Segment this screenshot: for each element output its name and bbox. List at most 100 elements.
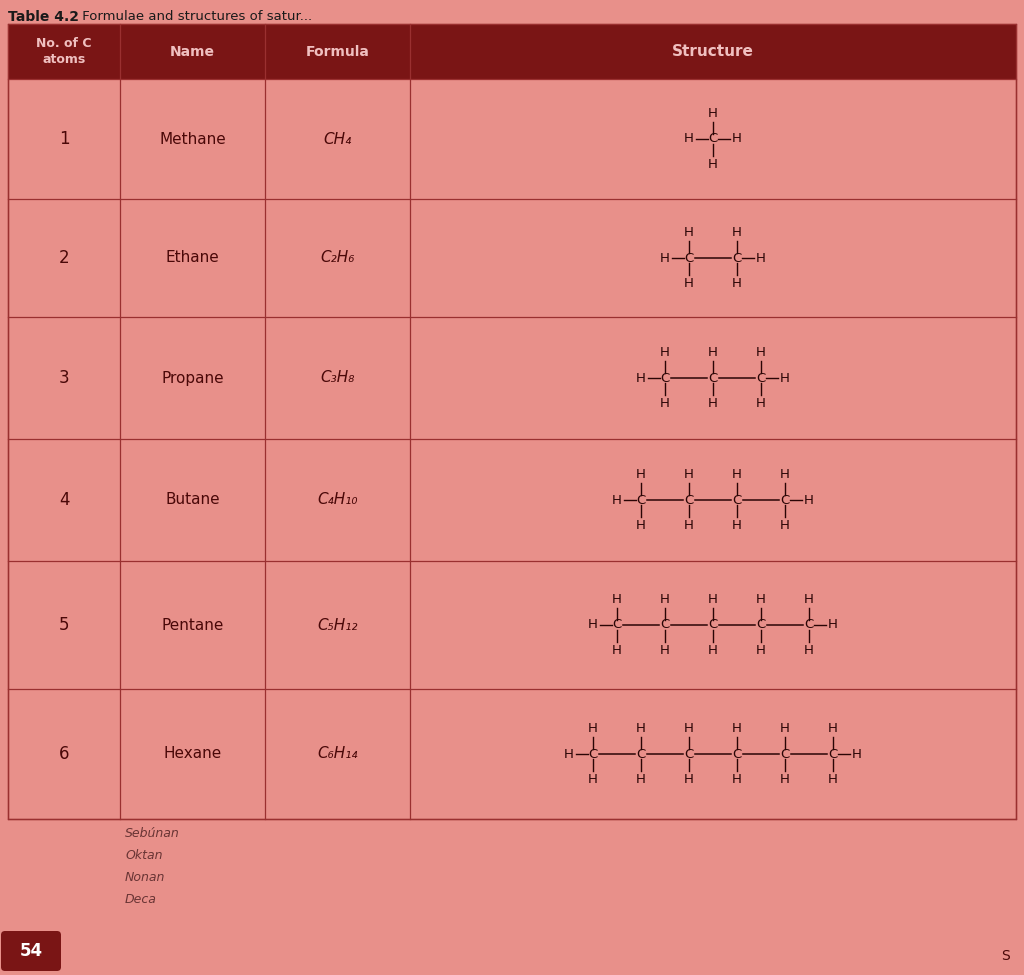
- Bar: [410, 24, 1016, 79]
- Text: H: H: [684, 133, 694, 145]
- Text: H: H: [684, 722, 694, 735]
- Text: Ethane: Ethane: [166, 251, 219, 265]
- Text: H: H: [636, 468, 646, 481]
- Text: Nonan: Nonan: [125, 871, 165, 884]
- FancyBboxPatch shape: [1, 931, 61, 971]
- Text: H: H: [708, 397, 718, 410]
- Text: H: H: [732, 226, 742, 239]
- Text: 4: 4: [58, 491, 70, 509]
- Text: C: C: [732, 748, 741, 760]
- Text: H: H: [756, 346, 766, 359]
- Text: C: C: [709, 371, 718, 384]
- Text: C₆H₁₄: C₆H₁₄: [317, 747, 357, 761]
- Text: 3: 3: [58, 369, 70, 387]
- Text: H: H: [708, 107, 718, 120]
- Text: No. of C
atoms: No. of C atoms: [36, 37, 92, 66]
- Text: Name: Name: [170, 45, 215, 58]
- Text: H: H: [684, 519, 694, 532]
- Text: H: H: [660, 593, 670, 606]
- Text: C: C: [780, 493, 790, 506]
- Text: H: H: [708, 158, 718, 171]
- Text: C: C: [660, 618, 670, 632]
- Bar: [265, 24, 410, 79]
- Text: H: H: [732, 773, 742, 786]
- Text: 2: 2: [58, 249, 70, 267]
- Text: Hexane: Hexane: [164, 747, 221, 761]
- Text: H: H: [588, 722, 598, 735]
- Text: H: H: [708, 644, 718, 657]
- Text: Deca: Deca: [125, 893, 157, 906]
- Text: C: C: [757, 618, 766, 632]
- Text: H: H: [756, 593, 766, 606]
- Text: 1: 1: [58, 130, 70, 148]
- Text: C: C: [732, 493, 741, 506]
- Text: H: H: [636, 773, 646, 786]
- Text: H: H: [804, 593, 814, 606]
- Text: C: C: [636, 748, 645, 760]
- Text: 54: 54: [19, 942, 43, 960]
- Text: C: C: [709, 133, 718, 145]
- Text: H: H: [564, 748, 574, 760]
- Text: H: H: [588, 773, 598, 786]
- Text: H: H: [804, 644, 814, 657]
- Text: C₃H₈: C₃H₈: [321, 370, 354, 385]
- Text: H: H: [828, 618, 838, 632]
- Text: C: C: [684, 493, 693, 506]
- Text: C: C: [732, 252, 741, 264]
- Text: H: H: [780, 371, 790, 384]
- Text: H: H: [756, 397, 766, 410]
- Text: CH₄: CH₄: [324, 132, 351, 146]
- Text: H: H: [780, 773, 790, 786]
- Text: S: S: [1001, 949, 1010, 963]
- Text: H: H: [852, 748, 862, 760]
- Text: H: H: [756, 252, 766, 264]
- Text: C: C: [684, 252, 693, 264]
- Text: Propane: Propane: [161, 370, 224, 385]
- Text: H: H: [732, 133, 741, 145]
- Text: H: H: [684, 277, 694, 290]
- Text: H: H: [684, 468, 694, 481]
- Text: H: H: [588, 618, 598, 632]
- Text: C: C: [780, 748, 790, 760]
- Text: C: C: [709, 618, 718, 632]
- Text: H: H: [828, 722, 838, 735]
- Text: C: C: [757, 371, 766, 384]
- Text: H: H: [708, 593, 718, 606]
- Text: Oktan: Oktan: [125, 849, 163, 862]
- Text: H: H: [780, 519, 790, 532]
- Text: Butane: Butane: [165, 492, 220, 508]
- Text: Formula: Formula: [305, 45, 370, 58]
- Text: H: H: [636, 722, 646, 735]
- Text: H: H: [660, 346, 670, 359]
- Bar: [120, 24, 265, 79]
- Text: H: H: [612, 493, 622, 506]
- Text: C₅H₁₂: C₅H₁₂: [317, 617, 357, 633]
- Text: H: H: [732, 277, 742, 290]
- Text: H: H: [660, 644, 670, 657]
- Bar: [8, 24, 120, 79]
- Text: H: H: [612, 644, 622, 657]
- Text: C: C: [660, 371, 670, 384]
- Text: H: H: [684, 773, 694, 786]
- Text: Methane: Methane: [159, 132, 226, 146]
- Bar: [8, 24, 1016, 819]
- Text: Structure: Structure: [672, 44, 754, 59]
- Text: H: H: [780, 468, 790, 481]
- Text: C: C: [805, 618, 814, 632]
- Text: H: H: [636, 371, 646, 384]
- Text: H: H: [684, 226, 694, 239]
- Text: H: H: [732, 468, 742, 481]
- Text: Sebúnan: Sebúnan: [125, 827, 180, 840]
- Text: C: C: [684, 748, 693, 760]
- Text: H: H: [804, 493, 814, 506]
- Text: Pentane: Pentane: [162, 617, 223, 633]
- Text: H: H: [636, 519, 646, 532]
- Text: H: H: [732, 722, 742, 735]
- Text: H: H: [660, 397, 670, 410]
- Text: H: H: [660, 252, 670, 264]
- Text: H: H: [828, 773, 838, 786]
- Text: Table 4.2: Table 4.2: [8, 10, 79, 24]
- Text: C: C: [612, 618, 622, 632]
- Text: 5: 5: [58, 616, 70, 634]
- Text: 6: 6: [58, 745, 70, 763]
